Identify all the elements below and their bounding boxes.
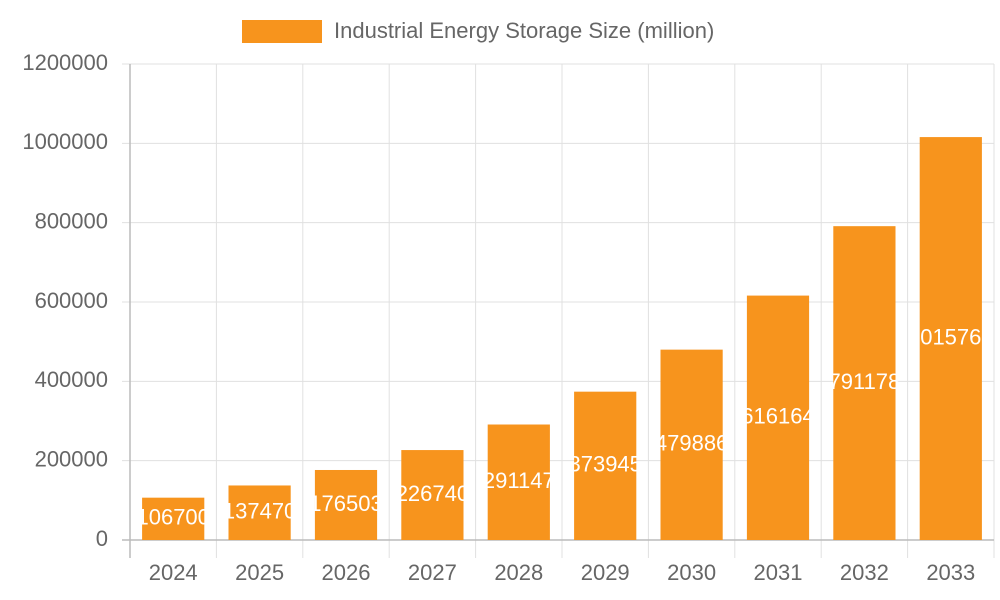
bar [919,137,982,540]
data-label: 176503 [309,491,382,516]
bar [228,485,291,540]
bar [746,295,810,540]
bar [574,391,637,540]
x-tick-label: 2033 [926,560,975,585]
bar [314,469,378,540]
x-tick-label: 2027 [408,560,457,585]
y-tick-label: 600000 [35,288,108,313]
data-label: 791178 [829,369,901,394]
x-tick-label: 2030 [667,560,716,585]
bar [660,349,723,540]
data-label: 137470 [223,499,296,524]
x-tick-label: 2026 [322,560,371,585]
data-label: 1015761 [908,324,994,349]
x-tick-label: 2029 [581,560,630,585]
y-tick-label: 200000 [35,446,108,471]
bar [401,450,464,540]
legend-label: Industrial Energy Storage Size (million) [334,18,714,43]
data-label: 616164 [741,404,814,429]
data-label: 373945 [568,452,641,477]
data-label: 226740 [396,481,469,506]
y-tick-label: 1200000 [22,50,108,75]
y-tick-label: 400000 [35,367,108,392]
x-tick-label: 2024 [149,560,198,585]
bar [142,497,205,540]
x-tick-label: 2031 [754,560,803,585]
data-label: 291147 [483,468,555,493]
y-tick-label: 1000000 [22,129,108,154]
x-tick-label: 2028 [494,560,543,585]
bar [833,226,896,540]
y-tick-label: 0 [96,526,108,551]
y-tick-label: 800000 [35,208,108,233]
data-label: 106700 [136,505,209,530]
legend-swatch [242,20,322,43]
bar [487,424,550,540]
data-label: 479886 [655,431,728,456]
x-tick-label: 2025 [235,560,284,585]
x-tick-label: 2032 [840,560,889,585]
